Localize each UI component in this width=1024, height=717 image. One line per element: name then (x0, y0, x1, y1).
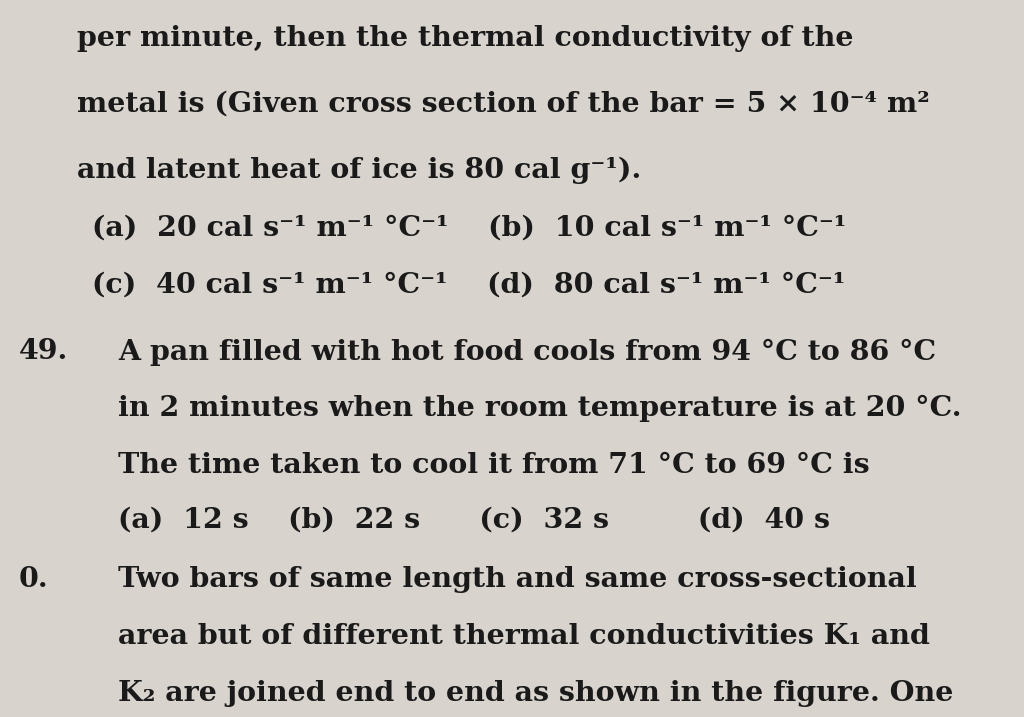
Text: per minute, then the thermal conductivity of the: per minute, then the thermal conductivit… (77, 25, 853, 52)
Text: 49.: 49. (18, 338, 68, 366)
Text: K₂ are joined end to end as shown in the figure. One: K₂ are joined end to end as shown in the… (118, 680, 953, 707)
Text: and latent heat of ice is 80 cal g⁻¹).: and latent heat of ice is 80 cal g⁻¹). (77, 157, 641, 184)
Text: The time taken to cool it from 71 °C to 69 °C is: The time taken to cool it from 71 °C to … (118, 452, 869, 479)
Text: (a)  20 cal s⁻¹ m⁻¹ °C⁻¹    (b)  10 cal s⁻¹ m⁻¹ °C⁻¹: (a) 20 cal s⁻¹ m⁻¹ °C⁻¹ (b) 10 cal s⁻¹ m… (92, 215, 847, 242)
Text: Two bars of same length and same cross-sectional: Two bars of same length and same cross-s… (118, 566, 916, 594)
Text: in 2 minutes when the room temperature is at 20 °C.: in 2 minutes when the room temperature i… (118, 395, 962, 422)
Text: (c)  40 cal s⁻¹ m⁻¹ °C⁻¹    (d)  80 cal s⁻¹ m⁻¹ °C⁻¹: (c) 40 cal s⁻¹ m⁻¹ °C⁻¹ (d) 80 cal s⁻¹ m… (92, 272, 846, 299)
Text: (a)  12 s    (b)  22 s      (c)  32 s         (d)  40 s: (a) 12 s (b) 22 s (c) 32 s (d) 40 s (118, 506, 829, 533)
Text: 0.: 0. (18, 566, 48, 594)
Text: metal is (Given cross section of the bar = 5 × 10⁻⁴ m²: metal is (Given cross section of the bar… (77, 91, 930, 118)
Text: A pan filled with hot food cools from 94 °C to 86 °C: A pan filled with hot food cools from 94… (118, 338, 936, 366)
Text: area but of different thermal conductivities K₁ and: area but of different thermal conductivi… (118, 623, 930, 650)
